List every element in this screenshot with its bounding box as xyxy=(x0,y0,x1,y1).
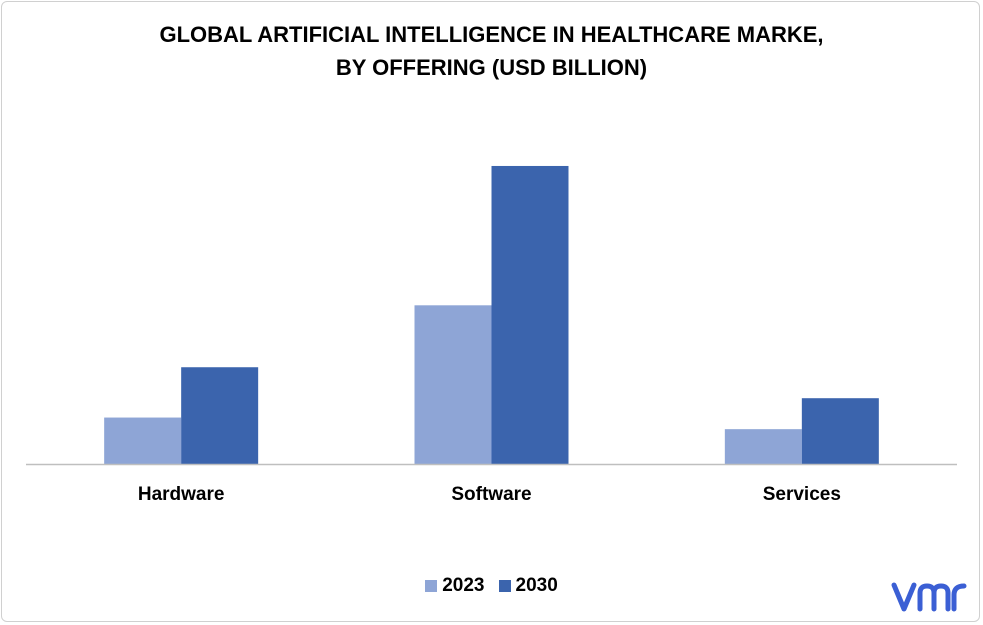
bar-services-2030 xyxy=(801,398,879,464)
bar-software-2023 xyxy=(414,305,492,464)
bar-hardware-2023 xyxy=(104,417,182,464)
chart-title: GLOBAL ARTIFICIAL INTELLIGENCE IN HEALTH… xyxy=(0,18,983,84)
legend: 2023 2030 xyxy=(0,575,983,597)
bar-software-2030 xyxy=(491,165,569,464)
chart-title-line-2: BY OFFERING (USD BILLION) xyxy=(335,55,648,80)
category-label-hardware: Hardware xyxy=(138,484,225,505)
legend-label-2030: 2030 xyxy=(515,575,558,596)
category-label-services: Services xyxy=(763,484,841,505)
legend-swatch-2023 xyxy=(425,580,438,592)
legend-item-2023: 2023 xyxy=(425,575,485,597)
vmr-logo xyxy=(891,582,967,612)
legend-label-2023: 2023 xyxy=(442,575,485,596)
chart-title-line-1: GLOBAL ARTIFICIAL INTELLIGENCE IN HEALTH… xyxy=(159,22,824,47)
legend-item-2030: 2030 xyxy=(498,575,558,597)
bar-services-2023 xyxy=(724,429,802,464)
category-label-software: Software xyxy=(451,484,531,505)
bar-hardware-2030 xyxy=(181,367,259,464)
legend-swatch-2030 xyxy=(498,580,511,592)
